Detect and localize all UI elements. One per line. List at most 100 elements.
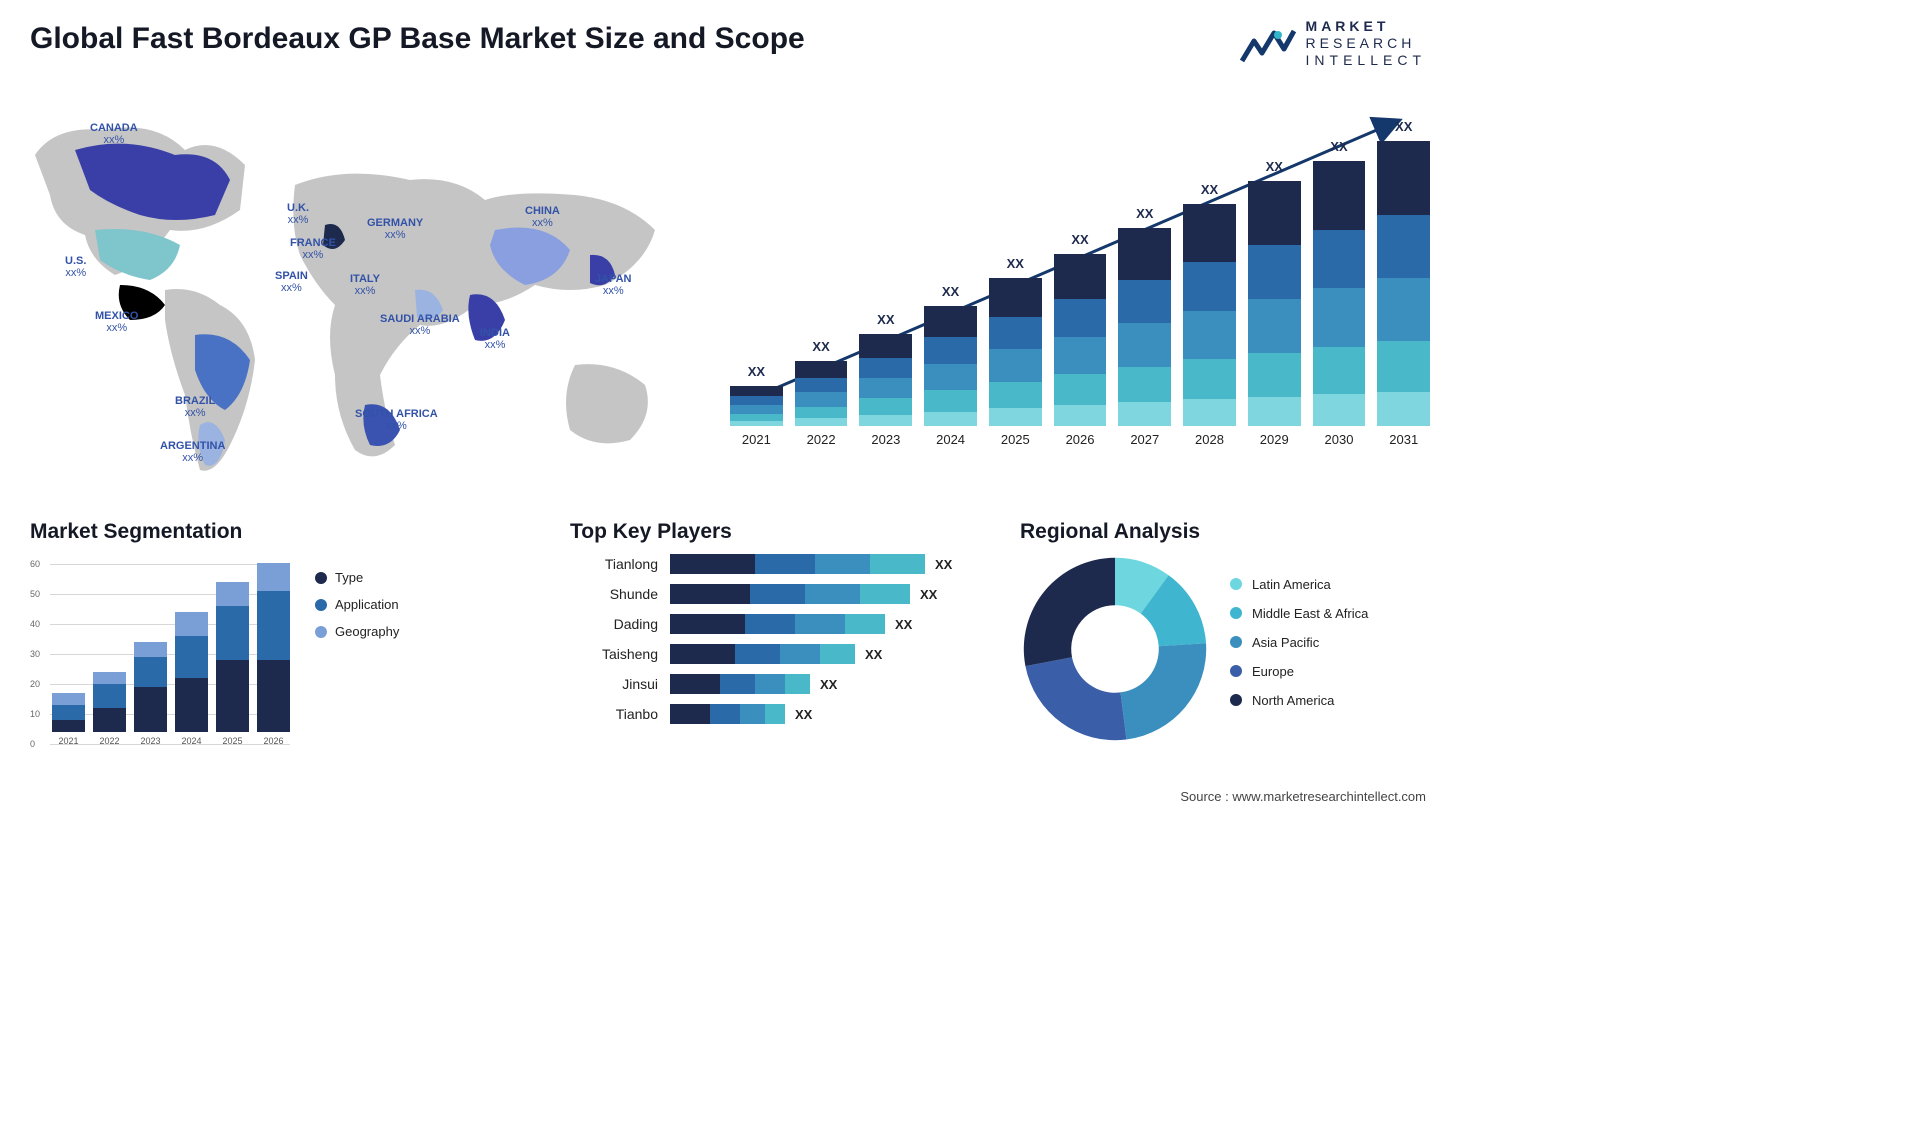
map-label-italy: ITALYxx% xyxy=(350,273,380,297)
seg-segment xyxy=(52,705,85,720)
seg-segment xyxy=(93,672,126,684)
brand-logo: MARKET RESEARCH INTELLECT xyxy=(1240,18,1426,68)
seg-bar-2022: 2022 xyxy=(93,672,126,746)
player-bar-segment xyxy=(670,644,735,664)
map-label-china: CHINAxx% xyxy=(525,205,560,229)
regional-donut-chart xyxy=(1020,554,1210,744)
legend-item: Latin America xyxy=(1230,577,1368,592)
map-label-brazil: BRAZILxx% xyxy=(175,395,215,419)
player-bar-segment xyxy=(755,674,785,694)
player-bar-segment xyxy=(750,584,805,604)
map-label-mexico: MEXICOxx% xyxy=(95,310,138,334)
regional-legend: Latin America Middle East & Africa Asia Pa… xyxy=(1230,577,1368,722)
seg-segment xyxy=(52,693,85,705)
y-tick: 20 xyxy=(30,679,40,689)
legend-item: Type xyxy=(315,570,399,585)
seg-segment xyxy=(216,582,249,606)
bar-value-label: XX xyxy=(859,312,912,327)
player-bar-segment xyxy=(720,674,755,694)
player-bar xyxy=(670,674,810,694)
bar-segment xyxy=(1054,405,1107,426)
bar-segment xyxy=(989,349,1042,382)
bar-segment xyxy=(1313,347,1366,395)
player-row-dading: DadingXX xyxy=(570,614,1000,634)
seg-year-label: 2022 xyxy=(99,736,119,746)
legend-label: Asia Pacific xyxy=(1252,635,1319,650)
bar-segment xyxy=(1183,359,1236,399)
legend-dot-icon xyxy=(315,626,327,638)
player-row-tianbo: TianboXX xyxy=(570,704,1000,724)
seg-segment xyxy=(216,660,249,732)
seg-segment xyxy=(175,636,208,678)
player-bar-segment xyxy=(745,614,795,634)
bar-2023: XX2023 xyxy=(859,334,912,447)
legend-item: Europe xyxy=(1230,664,1368,679)
bar-segment xyxy=(1054,337,1107,375)
seg-segment xyxy=(175,612,208,636)
bar-segment xyxy=(1054,374,1107,405)
donut-segment xyxy=(1025,657,1126,740)
player-row-shunde: ShundeXX xyxy=(570,584,1000,604)
bar-year-label: 2029 xyxy=(1260,432,1289,447)
map-label-france: FRANCExx% xyxy=(290,237,336,261)
bar-segment xyxy=(730,421,783,426)
bar-year-label: 2027 xyxy=(1130,432,1159,447)
grid-line xyxy=(50,564,290,565)
bar-segment xyxy=(859,358,912,378)
player-bar-segment xyxy=(785,674,810,694)
legend-item: Application xyxy=(315,597,399,612)
player-bar-segment xyxy=(710,704,740,724)
legend-label: Type xyxy=(335,570,363,585)
player-bar-segment xyxy=(795,614,845,634)
player-bar xyxy=(670,554,925,574)
player-bar-segment xyxy=(845,614,885,634)
player-bar-segment xyxy=(735,644,780,664)
bar-2024: XX2024 xyxy=(924,306,977,447)
page-title: Global Fast Bordeaux GP Base Market Size… xyxy=(30,22,805,56)
regional-title: Regional Analysis xyxy=(1020,520,1440,544)
bar-2022: XX2022 xyxy=(795,361,848,447)
bar-2027: XX2027 xyxy=(1118,228,1171,447)
bar-segment xyxy=(859,415,912,426)
bar-segment xyxy=(1118,228,1171,279)
bar-year-label: 2022 xyxy=(807,432,836,447)
player-bar-segment xyxy=(780,644,820,664)
player-bar xyxy=(670,704,785,724)
seg-segment xyxy=(134,657,167,687)
bar-segment xyxy=(1248,299,1301,353)
player-value: XX xyxy=(895,617,912,632)
source-attribution: Source : www.marketresearchintellect.com xyxy=(1180,789,1426,804)
bar-segment xyxy=(1313,161,1366,230)
bar-value-label: XX xyxy=(1377,119,1430,134)
bar-segment xyxy=(924,337,977,363)
player-bar-segment xyxy=(755,554,815,574)
player-bar-segment xyxy=(670,554,755,574)
player-bar xyxy=(670,614,885,634)
legend-label: Middle East & Africa xyxy=(1252,606,1368,621)
seg-bar-2021: 2021 xyxy=(52,693,85,746)
seg-year-label: 2026 xyxy=(263,736,283,746)
bar-segment xyxy=(795,418,848,426)
map-label-saudiarabia: SAUDI ARABIAxx% xyxy=(380,313,460,337)
seg-year-label: 2025 xyxy=(222,736,242,746)
y-tick: 10 xyxy=(30,709,40,719)
bar-segment xyxy=(1118,367,1171,403)
bar-value-label: XX xyxy=(1183,182,1236,197)
legend-dot-icon xyxy=(1230,665,1242,677)
seg-bar-2023: 2023 xyxy=(134,642,167,746)
bar-segment xyxy=(924,364,977,390)
bar-year-label: 2028 xyxy=(1195,432,1224,447)
y-tick: 0 xyxy=(30,739,35,749)
seg-year-label: 2024 xyxy=(181,736,201,746)
bar-segment xyxy=(1248,353,1301,397)
seg-segment xyxy=(175,678,208,732)
map-label-us: U.S.xx% xyxy=(65,255,86,279)
legend-item: Geography xyxy=(315,624,399,639)
y-tick: 50 xyxy=(30,589,40,599)
bar-segment xyxy=(1248,245,1301,299)
regional-analysis-panel: Regional Analysis Latin America Middle Ea… xyxy=(1020,520,1440,744)
bar-value-label: XX xyxy=(924,284,977,299)
map-label-germany: GERMANYxx% xyxy=(367,217,423,241)
key-players-title: Top Key Players xyxy=(570,520,1000,544)
bar-year-label: 2031 xyxy=(1389,432,1418,447)
